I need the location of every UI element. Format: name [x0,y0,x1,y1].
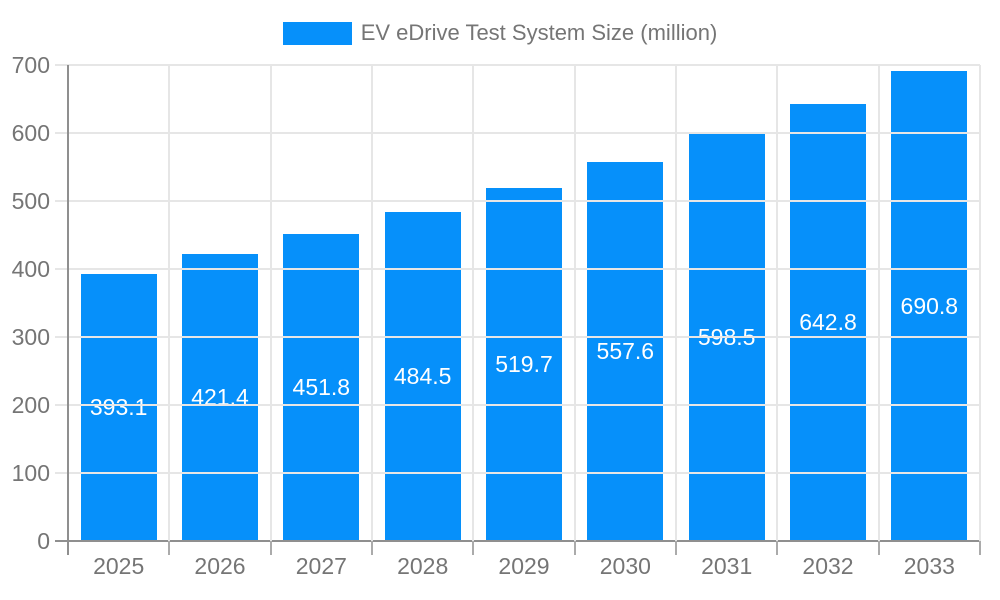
y-axis-tick-label: 600 [11,120,50,146]
x-axis-tick [675,541,677,555]
x-axis-tick [979,541,981,555]
bar[interactable]: 642.8 [790,103,866,541]
v-gridline [776,65,779,541]
bar[interactable]: 557.6 [587,161,664,541]
x-axis-tick [269,541,272,555]
h-gridline [55,472,980,474]
y-axis-tick-label: 0 [37,528,50,554]
x-axis-tick-label: 2031 [701,553,753,579]
y-axis-tick-label: 100 [11,460,50,486]
bar[interactable]: 519.7 [486,187,562,541]
x-axis-tick [573,541,576,555]
h-gridline [55,64,980,66]
bar-value-label: 557.6 [596,337,655,364]
x-axis-tick-label: 2028 [397,553,449,579]
x-axis-tick-label: 2030 [599,553,651,579]
x-axis-tick-label: 2027 [295,553,347,579]
h-gridline [55,200,980,202]
h-gridline [55,132,980,134]
bar-value-label: 393.1 [89,393,148,420]
bar-value-label: 690.8 [900,292,959,319]
legend-swatch [282,21,352,45]
x-axis-tick [877,541,880,555]
h-gridline [55,268,980,270]
bar[interactable]: 393.1 [80,273,157,541]
bar[interactable]: 451.8 [283,233,360,541]
x-axis-tick-label: 2025 [93,553,145,579]
chart-legend: EV eDrive Test System Size (million) [0,20,1000,46]
v-gridline [168,65,171,541]
x-axis-tick-label: 2026 [194,553,246,579]
bar[interactable]: 484.5 [384,211,461,541]
plot-area: 393.1 421.4 451.8 484.5 519.7 557.6 598.5 642.8… [68,65,980,541]
x-axis-line [55,540,980,542]
legend-label: EV eDrive Test System Size (million) [360,20,718,45]
x-axis-tick [776,541,779,555]
y-axis-tick-label: 400 [11,256,50,282]
x-axis-tick [472,541,475,555]
v-gridline [269,65,272,541]
bar-value-label: 451.8 [292,373,351,400]
bar[interactable]: 690.8 [891,71,968,541]
x-axis-tick-label: 2032 [802,553,854,579]
v-gridline [877,65,880,541]
v-gridline [371,65,373,541]
y-axis-line [67,65,69,555]
bar-value-label: 484.5 [393,362,452,389]
y-axis-tick-label: 700 [11,52,50,78]
bar-value-label: 642.8 [799,308,857,335]
y-axis-tick-label: 300 [11,324,50,350]
x-axis-tick [168,541,171,555]
x-axis-tick-label: 2029 [498,553,550,579]
h-gridline [55,336,980,338]
bar-value-label: 421.4 [191,384,249,411]
v-gridline [979,65,981,541]
v-gridline [573,65,576,541]
y-axis-tick-label: 200 [11,392,50,418]
x-axis-tick [371,541,373,555]
bar-value-label: 519.7 [495,350,553,377]
h-gridline [55,404,980,406]
v-gridline [472,65,475,541]
x-axis-tick-label: 2033 [903,553,955,579]
y-axis-tick-label: 500 [11,188,50,214]
bar[interactable]: 421.4 [182,254,258,541]
v-gridline [675,65,677,541]
